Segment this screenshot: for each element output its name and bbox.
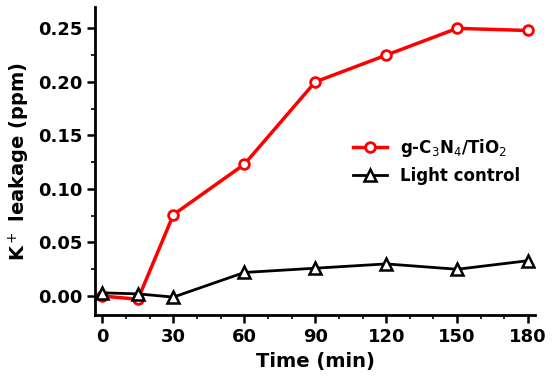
g-C$_3$N$_4$/TiO$_2$	[312, 80, 319, 84]
g-C$_3$N$_4$/TiO$_2$	[170, 212, 177, 217]
Light control	[241, 270, 248, 275]
Line: g-C$_3$N$_4$/TiO$_2$: g-C$_3$N$_4$/TiO$_2$	[98, 23, 533, 304]
Light control	[383, 262, 389, 266]
g-C$_3$N$_4$/TiO$_2$	[99, 294, 106, 298]
g-C$_3$N$_4$/TiO$_2$	[383, 53, 389, 57]
Legend: g-C$_3$N$_4$/TiO$_2$, Light control: g-C$_3$N$_4$/TiO$_2$, Light control	[347, 130, 527, 192]
Y-axis label: K$^+$ leakage (ppm): K$^+$ leakage (ppm)	[7, 62, 32, 260]
Light control	[525, 259, 531, 263]
g-C$_3$N$_4$/TiO$_2$	[525, 28, 531, 33]
Light control	[170, 295, 177, 299]
g-C$_3$N$_4$/TiO$_2$	[454, 26, 460, 31]
X-axis label: Time (min): Time (min)	[256, 352, 375, 371]
Light control	[454, 267, 460, 271]
Light control	[135, 291, 141, 296]
Light control	[99, 291, 106, 295]
g-C$_3$N$_4$/TiO$_2$	[135, 297, 141, 302]
g-C$_3$N$_4$/TiO$_2$	[241, 162, 248, 167]
Light control	[312, 266, 319, 271]
Line: Light control: Light control	[97, 255, 534, 303]
